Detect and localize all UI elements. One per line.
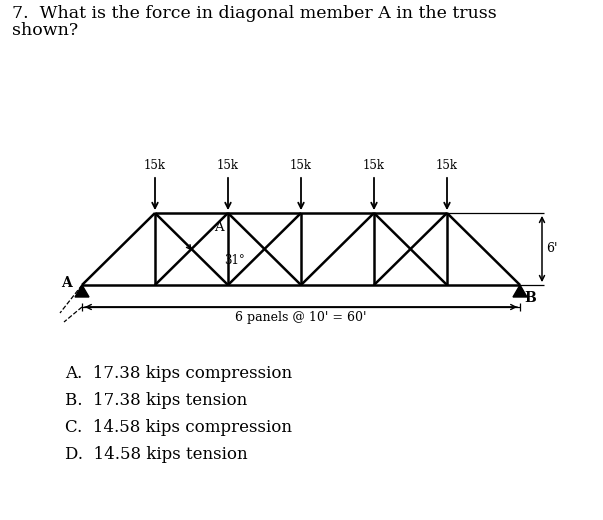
Text: 6': 6' [546,242,558,255]
Text: B.  17.38 kips tension: B. 17.38 kips tension [65,392,247,409]
Text: D.  14.58 kips tension: D. 14.58 kips tension [65,446,248,463]
Text: 7.  What is the force in diagonal member A in the truss: 7. What is the force in diagonal member … [12,5,497,22]
Text: 15k: 15k [217,159,239,172]
Text: B: B [524,291,535,305]
Text: A: A [215,221,224,234]
Polygon shape [75,285,89,297]
Text: 15k: 15k [363,159,385,172]
Text: 15k: 15k [290,159,312,172]
Text: 31°: 31° [224,254,245,267]
Text: shown?: shown? [12,22,78,39]
Text: A.  17.38 kips compression: A. 17.38 kips compression [65,365,292,382]
Text: A: A [62,276,72,290]
Polygon shape [513,285,527,297]
Text: 15k: 15k [144,159,166,172]
Text: 15k: 15k [436,159,458,172]
Text: C.  14.58 kips compression: C. 14.58 kips compression [65,419,292,436]
Text: 6 panels @ 10' = 60': 6 panels @ 10' = 60' [235,311,367,324]
